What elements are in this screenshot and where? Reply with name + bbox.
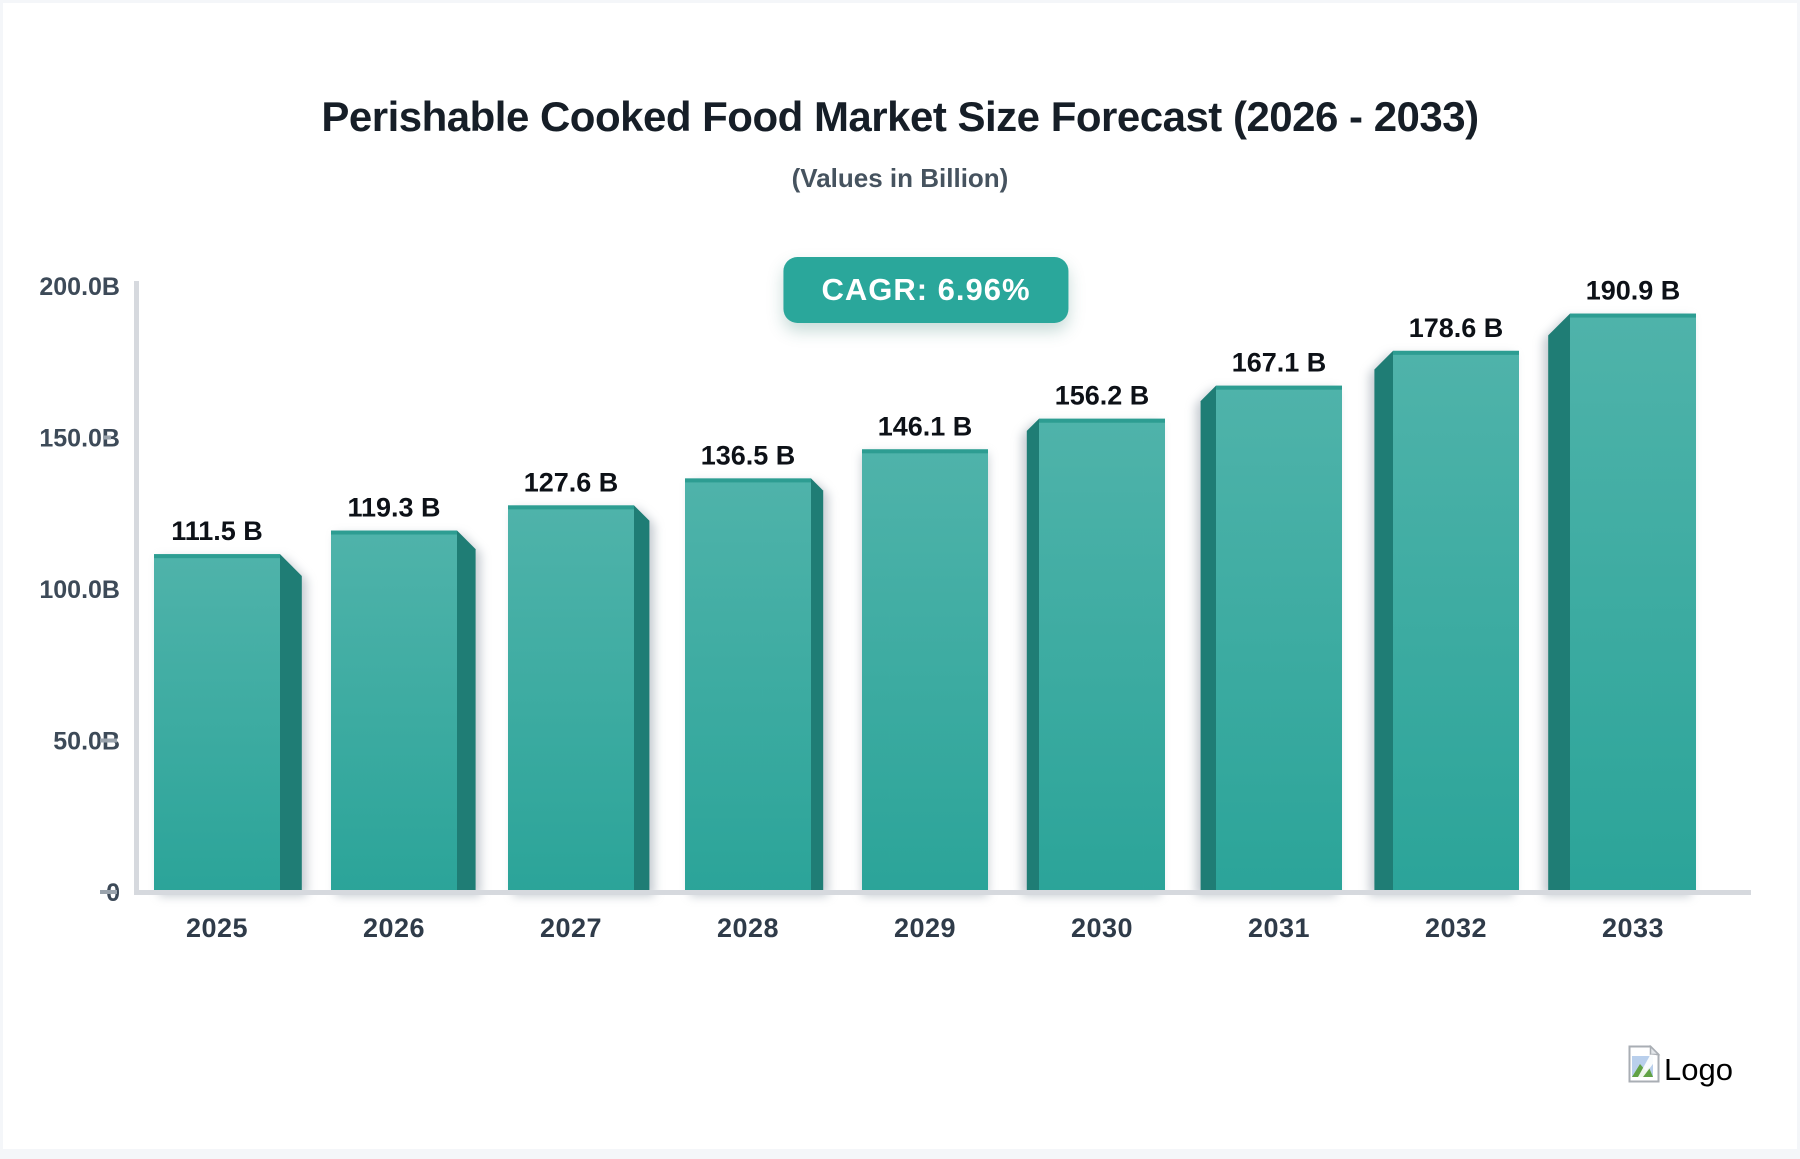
bar-side-face <box>457 530 476 892</box>
bar-top-edge <box>1393 350 1519 355</box>
x-axis-label: 2025 <box>186 913 248 943</box>
bar-top-edge <box>685 478 811 483</box>
bar-top-edge <box>508 505 634 510</box>
logo-alt-text: Logo <box>1664 1052 1733 1087</box>
bar-front-face <box>331 530 457 892</box>
bar-side-face <box>1374 350 1393 892</box>
bar-value-label: 146.1 B <box>878 411 973 441</box>
bar-top-edge <box>331 530 457 535</box>
x-axis-label: 2030 <box>1071 913 1133 943</box>
bar-group-2025 <box>154 554 302 892</box>
page-title: Perishable Cooked Food Market Size Forec… <box>321 93 1479 140</box>
bar-front-face <box>508 505 634 892</box>
x-axis-label: 2026 <box>363 913 425 943</box>
broken-image-icon <box>1628 1045 1661 1083</box>
bar-group-2028 <box>685 478 824 892</box>
bar-top-edge <box>1039 418 1165 423</box>
bar-front-face <box>1039 418 1165 892</box>
bar-side-face <box>1200 385 1216 892</box>
bar-group-2033 <box>1548 313 1696 892</box>
bar-top-edge <box>154 554 280 559</box>
bar-side-face <box>1548 313 1570 892</box>
bar-front-face <box>862 449 988 892</box>
bar-value-label: 167.1 B <box>1232 348 1327 378</box>
bar-front-face <box>1570 313 1696 892</box>
bar-front-face <box>1216 385 1342 892</box>
x-axis-label: 2028 <box>717 913 779 943</box>
y-axis-label: 100.0B <box>39 576 120 604</box>
bar-value-label: 136.5 B <box>701 440 796 470</box>
bar-top-edge <box>1216 385 1342 390</box>
bar-side-face <box>811 478 824 892</box>
bar-side-face <box>634 505 650 892</box>
x-axis-label: 2029 <box>894 913 956 943</box>
page-subtitle: (Values in Billion) <box>791 163 1009 193</box>
logo: Logo <box>1626 1045 1733 1085</box>
bar-value-label: 111.5 B <box>171 516 263 546</box>
bar-group-2030 <box>1026 418 1165 892</box>
cagr-badge: CAGR: 6.96% <box>783 257 1069 323</box>
bar-group-2031 <box>1200 385 1342 892</box>
x-axis-label: 2027 <box>540 913 602 943</box>
y-axis-tick <box>103 435 111 440</box>
y-axis-label: 200.0B <box>39 273 120 301</box>
chart-card: Perishable Cooked Food Market Size Forec… <box>3 3 1797 1149</box>
bar-top-edge <box>1570 313 1696 318</box>
y-axis-line <box>134 281 139 894</box>
x-axis-label: 2031 <box>1248 913 1310 943</box>
bar-front-face <box>1393 350 1519 892</box>
x-axis-line <box>134 890 1751 895</box>
bar-value-label: 119.3 B <box>347 493 440 523</box>
y-axis-tick <box>100 738 117 743</box>
bar-top-edge <box>862 449 988 454</box>
bar-group-2029 <box>862 449 988 892</box>
bar-side-face <box>1026 418 1039 892</box>
bar-group-2026 <box>331 530 476 892</box>
bar-group-2032 <box>1374 350 1519 892</box>
bar-front-face <box>154 554 280 892</box>
bar-value-label: 127.6 B <box>524 467 619 497</box>
bar-side-face <box>280 554 302 892</box>
x-axis-label: 2032 <box>1425 913 1487 943</box>
bar-value-label: 156.2 B <box>1055 381 1150 411</box>
bar-group-2027 <box>508 505 650 892</box>
bar-front-face <box>685 478 811 892</box>
x-axis-label: 2033 <box>1602 913 1664 943</box>
bar-value-label: 190.9 B <box>1586 276 1681 306</box>
y-axis-tick <box>100 890 117 894</box>
bar-value-label: 178.6 B <box>1409 313 1504 343</box>
